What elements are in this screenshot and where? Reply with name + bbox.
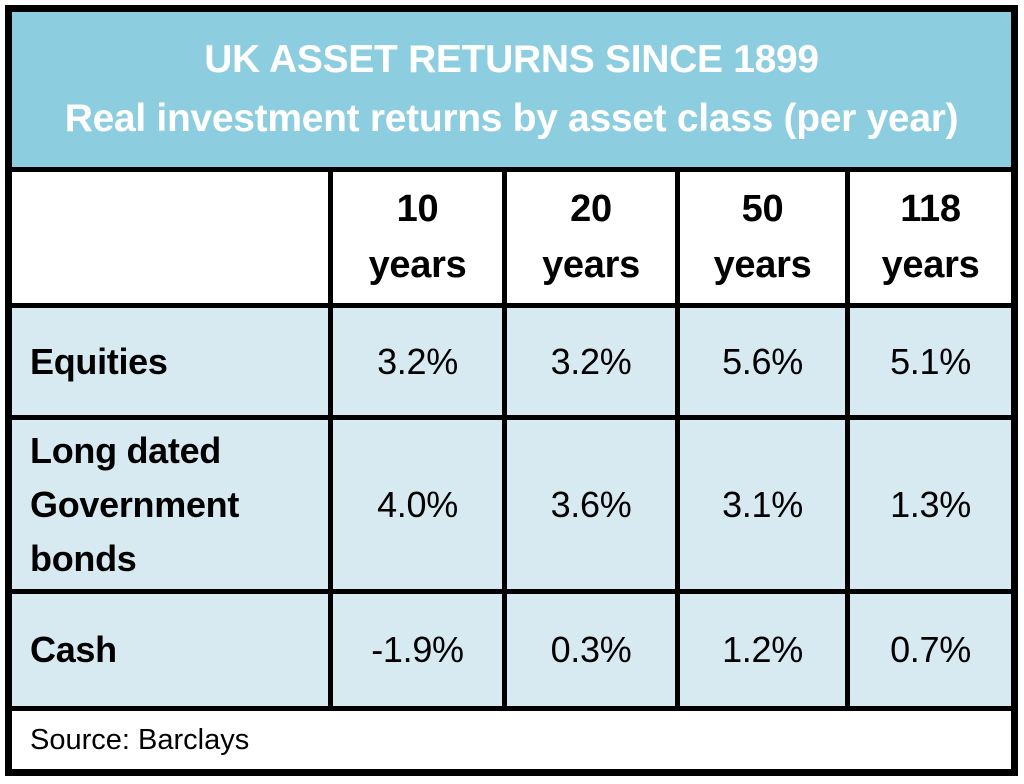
cash-10y-value: -1.9% (333, 594, 502, 706)
cash-20y-value: 0.3% (507, 594, 675, 706)
returns-grid: 10 years 20 years 50 years 118 years Equ… (12, 172, 1011, 769)
column-header-118-years: 118 years (850, 172, 1011, 303)
table-subtitle: Real investment returns by asset class (… (64, 96, 959, 140)
column-period: 118 (900, 188, 961, 231)
corner-cell (12, 172, 328, 303)
equities-118y-value: 5.1% (850, 308, 1011, 415)
column-header-20-years: 20 years (507, 172, 675, 303)
bonds-50y-value: 3.1% (680, 420, 845, 589)
row-label-cash: Cash (12, 594, 328, 706)
column-unit: years (881, 243, 980, 286)
equities-50y-value: 5.6% (680, 308, 845, 415)
column-unit: years (368, 243, 467, 286)
table-title-banner: UK ASSET RETURNS SINCE 1899 Real investm… (12, 12, 1011, 172)
cash-118y-value: 0.7% (850, 594, 1011, 706)
column-unit: years (713, 243, 812, 286)
cash-50y-value: 1.2% (680, 594, 845, 706)
column-period: 50 (741, 188, 784, 231)
column-period: 10 (396, 188, 439, 231)
row-label-government-bonds: Long dated Government bonds (12, 420, 328, 589)
asset-returns-table: UK ASSET RETURNS SINCE 1899 Real investm… (5, 5, 1018, 776)
column-header-10-years: 10 years (333, 172, 502, 303)
bonds-118y-value: 1.3% (850, 420, 1011, 589)
equities-10y-value: 3.2% (333, 308, 502, 415)
column-period: 20 (570, 188, 612, 231)
bonds-20y-value: 3.6% (507, 420, 675, 589)
column-unit: years (542, 243, 640, 286)
column-header-50-years: 50 years (680, 172, 845, 303)
row-label-equities: Equities (12, 308, 328, 415)
bonds-10y-value: 4.0% (333, 420, 502, 589)
equities-20y-value: 3.2% (507, 308, 675, 415)
source-note: Source: Barclays (12, 711, 1011, 769)
table-title: UK ASSET RETURNS SINCE 1899 (204, 38, 819, 81)
